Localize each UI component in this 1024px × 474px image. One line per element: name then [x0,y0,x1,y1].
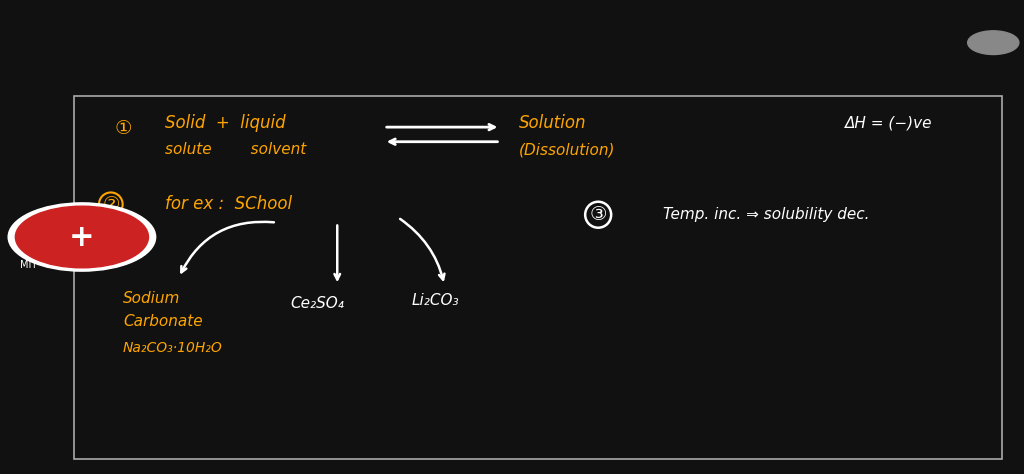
Text: Ce₂SO₄: Ce₂SO₄ [291,296,344,311]
Text: Substances  whose  solubility  decreases  with: Substances whose solubility decreases wi… [159,17,722,37]
Text: Li₂CO₃: Li₂CO₃ [412,293,460,308]
Text: for ex :  SChool: for ex : SChool [165,195,292,213]
Text: Temp. inc. ⇒ solubility dec.: Temp. inc. ⇒ solubility dec. [664,207,870,222]
Text: ΔH = (−)ve: ΔH = (−)ve [845,116,933,131]
Text: Na₂CO₃·10H₂O: Na₂CO₃·10H₂O [123,341,222,355]
Text: (Dissolution): (Dissolution) [519,142,615,157]
Text: ②: ② [102,195,120,214]
Text: Solid  +  liquid: Solid + liquid [165,115,286,132]
Text: ③: ③ [590,205,607,224]
Text: +: + [69,222,95,252]
Text: #: # [24,221,34,234]
Text: solute        solvent: solute solvent [165,142,306,157]
Text: MIT: MIT [20,260,37,271]
Text: ①: ① [115,119,132,138]
Text: Sodium: Sodium [123,291,180,306]
Text: Solution: Solution [519,115,587,132]
Text: increase in temperature: increase in temperature [159,64,452,84]
Text: Carbonate: Carbonate [123,314,203,329]
